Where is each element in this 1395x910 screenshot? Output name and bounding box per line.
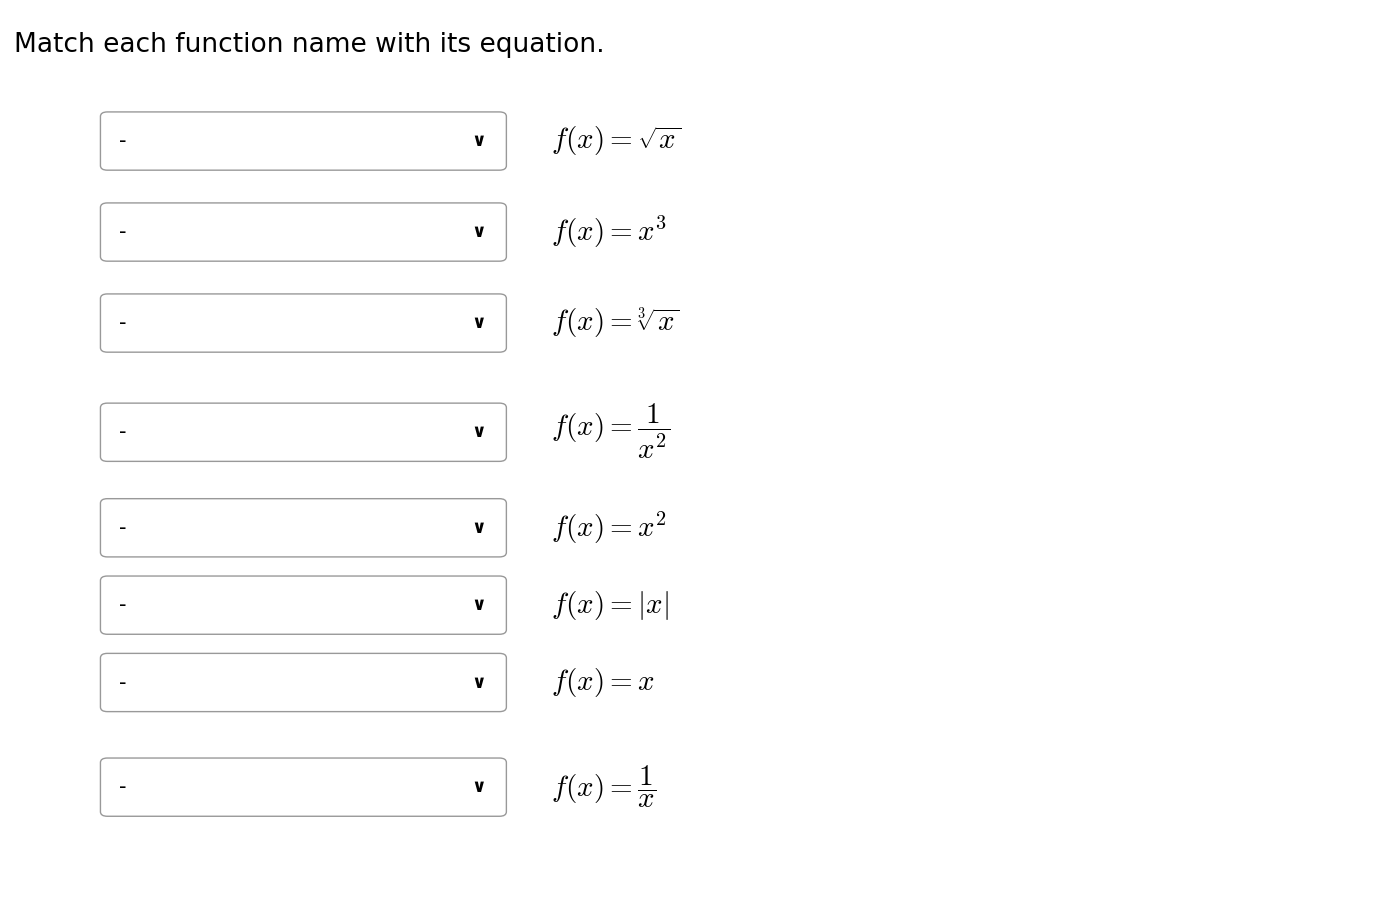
Text: Match each function name with its equation.: Match each function name with its equati… — [14, 32, 604, 58]
FancyBboxPatch shape — [100, 294, 506, 352]
Text: $f(x) = \sqrt{x}$: $f(x) = \sqrt{x}$ — [551, 124, 681, 158]
Text: ∨: ∨ — [472, 519, 485, 537]
Text: $f(x) = x^2$: $f(x) = x^2$ — [551, 510, 667, 546]
FancyBboxPatch shape — [100, 653, 506, 712]
Text: -: - — [119, 422, 126, 442]
FancyBboxPatch shape — [100, 112, 506, 170]
Text: -: - — [119, 313, 126, 333]
Text: ∨: ∨ — [472, 778, 485, 796]
FancyBboxPatch shape — [100, 576, 506, 634]
Text: -: - — [119, 672, 126, 693]
Text: $f(x) = \dfrac{1}{x}$: $f(x) = \dfrac{1}{x}$ — [551, 764, 656, 810]
Text: -: - — [119, 595, 126, 615]
Text: -: - — [119, 131, 126, 151]
Text: ∨: ∨ — [472, 673, 485, 692]
FancyBboxPatch shape — [100, 403, 506, 461]
Text: ∨: ∨ — [472, 132, 485, 150]
FancyBboxPatch shape — [100, 499, 506, 557]
Text: $f(x) = |x|$: $f(x) = |x|$ — [551, 589, 668, 622]
Text: ∨: ∨ — [472, 223, 485, 241]
Text: -: - — [119, 777, 126, 797]
FancyBboxPatch shape — [100, 758, 506, 816]
Text: ∨: ∨ — [472, 596, 485, 614]
Text: ∨: ∨ — [472, 314, 485, 332]
Text: $f(x) = \dfrac{1}{x^2}$: $f(x) = \dfrac{1}{x^2}$ — [551, 403, 670, 461]
Text: -: - — [119, 518, 126, 538]
FancyBboxPatch shape — [100, 203, 506, 261]
Text: ∨: ∨ — [472, 423, 485, 441]
Text: $f(x) = x$: $f(x) = x$ — [551, 666, 654, 699]
Text: $f(x) = x^3$: $f(x) = x^3$ — [551, 214, 667, 250]
Text: -: - — [119, 222, 126, 242]
Text: $f(x) = \sqrt[3]{x}$: $f(x) = \sqrt[3]{x}$ — [551, 306, 679, 340]
